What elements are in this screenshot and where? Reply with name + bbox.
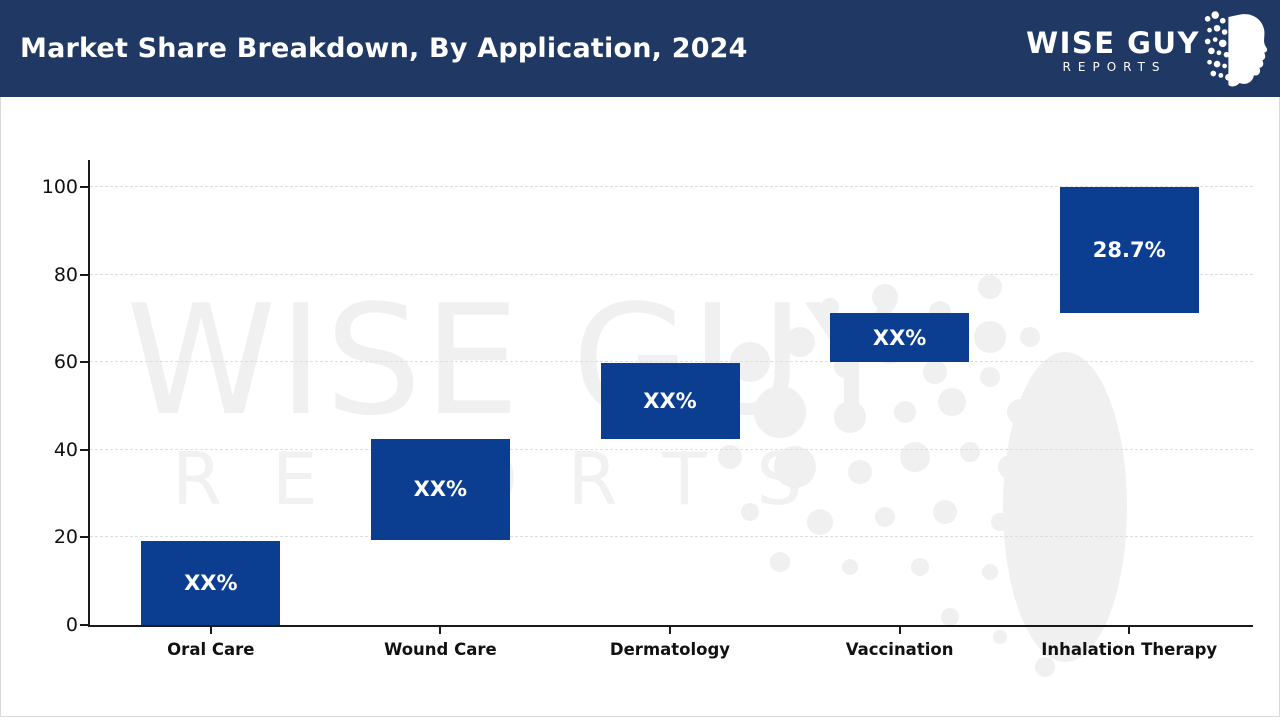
y-tick-label: 80 [53, 263, 78, 286]
bar-value-label: XX% [872, 325, 927, 350]
bar [141, 540, 281, 625]
brand-logo: WISE GUY REPORTS [1026, 6, 1268, 92]
x-tick-label: Oral Care [167, 640, 255, 659]
x-tick [439, 627, 442, 634]
bar [370, 438, 510, 541]
x-tick-label: Wound Care [384, 640, 497, 659]
y-tick [80, 448, 89, 451]
bar [830, 313, 970, 363]
page-title: Market Share Breakdown, By Application, … [20, 33, 748, 64]
bar [600, 363, 740, 439]
bar-value-label: XX% [643, 388, 697, 413]
x-tick-label: Dermatology [609, 640, 731, 659]
y-tick [80, 624, 89, 626]
y-axis-line [88, 160, 90, 627]
y-tick [80, 536, 89, 539]
bar-value-label: 28.7% [1092, 237, 1166, 262]
x-tick [1128, 627, 1131, 634]
logo-face-icon [1204, 11, 1268, 87]
y-tick-label: 0 [65, 614, 78, 636]
y-tick [80, 186, 89, 188]
x-tick [209, 627, 212, 634]
gridline [90, 448, 1253, 450]
x-tick-label: Vaccination [845, 640, 954, 659]
x-tick [898, 627, 901, 634]
y-tick-label: 60 [53, 351, 78, 374]
logo-wordmark-sub: REPORTS [1062, 59, 1167, 74]
x-tick-label: Inhalation Therapy [1041, 640, 1218, 659]
logo-wordmark: WISE GUY REPORTS [1026, 27, 1200, 74]
y-tick-label: 20 [53, 526, 78, 549]
bar-value-label: XX% [413, 477, 468, 502]
header-bar: Market Share Breakdown, By Application, … [0, 0, 1280, 97]
y-tick-label: 100 [41, 176, 78, 198]
y-tick [80, 361, 89, 364]
bar-value-label: XX% [184, 570, 238, 595]
gridline [90, 361, 1253, 363]
x-axis-line [88, 625, 1253, 627]
logo-wordmark-main: WISE GUY [1026, 25, 1200, 60]
gridline [90, 536, 1253, 538]
gridline [90, 186, 1253, 187]
y-tick [80, 273, 89, 276]
x-tick [669, 627, 671, 634]
bar [1059, 187, 1199, 313]
gridline [90, 273, 1253, 275]
y-tick-label: 40 [53, 438, 78, 461]
